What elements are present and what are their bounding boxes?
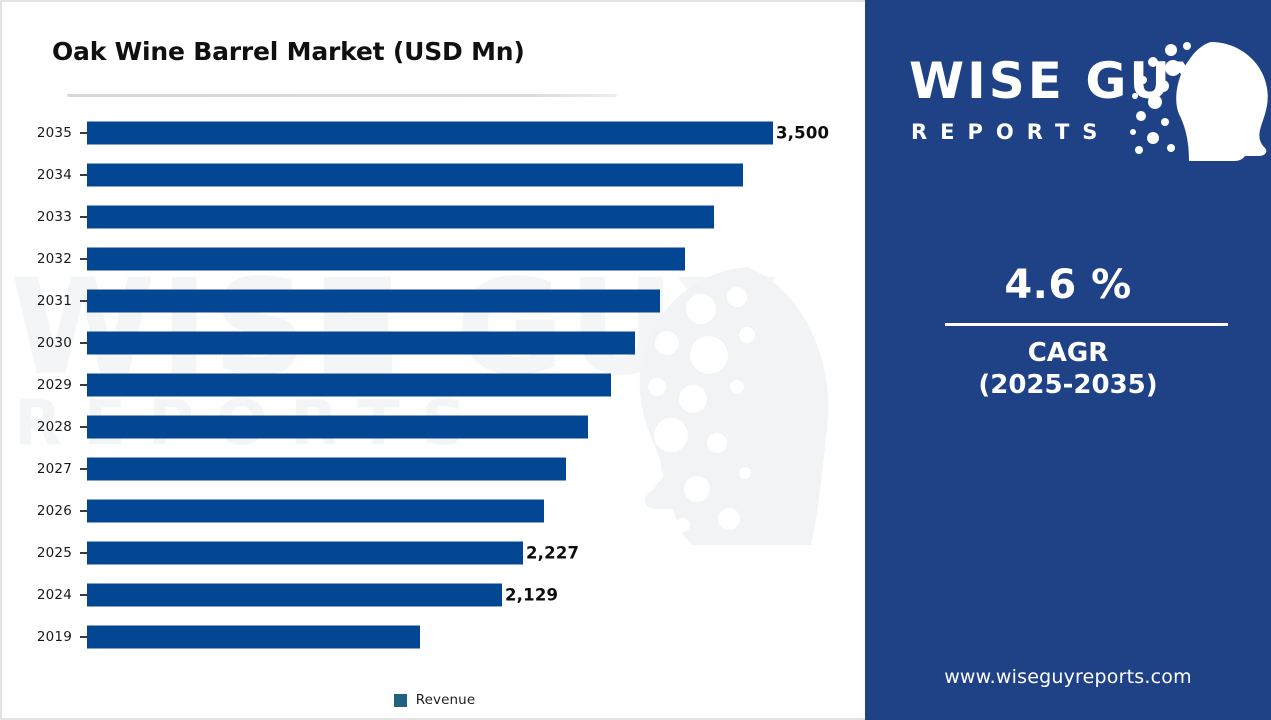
y-axis-tick-label: 2029: [36, 377, 72, 393]
bar-revenue: [87, 583, 502, 607]
bar-revenue: [87, 247, 685, 271]
bar-revenue: [87, 457, 566, 481]
bar-value-label: 3,500: [776, 123, 830, 143]
bar-revenue: [87, 205, 714, 229]
chart-row: 2034: [2, 154, 865, 196]
legend-label-revenue: Revenue: [415, 692, 476, 708]
y-axis-tick-label: 2024: [36, 587, 72, 603]
y-axis-tick-label: 2031: [36, 293, 72, 309]
y-axis-tick-label: 2035: [36, 125, 72, 141]
cagr-value: 4.6 %: [1004, 262, 1132, 308]
chart-row: 2031: [2, 280, 865, 322]
y-axis-tick-label: 2025: [36, 545, 72, 561]
y-axis-tick-mark: [80, 258, 87, 260]
y-axis-tick-label: 2030: [36, 335, 72, 351]
brand-logo: WISE GUY REPORTS: [865, 42, 1271, 161]
chart-row: 2027: [2, 448, 865, 490]
y-axis-tick-mark: [80, 384, 87, 386]
chart-row: 2019: [2, 616, 865, 658]
cagr-divider: [945, 323, 1228, 326]
y-axis-tick-mark: [80, 216, 87, 218]
y-axis-tick-mark: [80, 300, 87, 302]
chart-row: 2030: [2, 322, 865, 364]
bar-revenue: [87, 541, 523, 565]
y-axis-tick-mark: [80, 174, 87, 176]
chart-panel: WISE GUY REPORTS Oak Wine Barrel Market …: [0, 0, 865, 720]
y-axis-tick-label: 2028: [36, 419, 72, 435]
side-panel: WISE GUY REPORTS 4.6 % CAGR (2025-2: [865, 0, 1271, 720]
cagr-caption: CAGR (2025-2035): [865, 338, 1271, 401]
y-axis-tick-label: 2034: [36, 167, 72, 183]
chart-legend: Revenue: [2, 692, 865, 708]
chart-row: 2033: [2, 196, 865, 238]
y-axis-tick-mark: [80, 552, 87, 554]
chart-row: 2029: [2, 364, 865, 406]
bar-revenue: [87, 163, 743, 187]
chart-row: 2026: [2, 490, 865, 532]
bar-value-label: 2,129: [505, 585, 559, 605]
chart-row: 2025 2,227: [2, 532, 865, 574]
y-axis-tick-label: 2033: [36, 209, 72, 225]
page-title: Oak Wine Barrel Market (USD Mn): [52, 37, 525, 66]
cagr-caption-line1: CAGR: [1027, 338, 1109, 368]
y-axis-tick-mark: [80, 510, 87, 512]
y-axis-tick-label: 2032: [36, 251, 72, 267]
y-axis-tick-label: 2019: [36, 629, 72, 645]
bar-revenue: [87, 625, 420, 649]
logo-head-icon: [1130, 42, 1268, 161]
chart-row: 2028: [2, 406, 865, 448]
y-axis-tick-label: 2027: [36, 461, 72, 477]
y-axis-tick-mark: [80, 132, 87, 134]
logo-secondary-text: REPORTS: [911, 120, 1111, 144]
bar-revenue: [87, 499, 544, 523]
bar-revenue: [87, 121, 773, 145]
legend-swatch-revenue: [393, 693, 407, 707]
bar-revenue: [87, 289, 660, 313]
y-axis-tick-mark: [80, 636, 87, 638]
cagr-caption-line2: (2025-2035): [978, 369, 1158, 400]
plot-area: 2035 3,500 2034 2033 2032 2031 2030 2029 2028 202…: [2, 112, 865, 657]
y-axis-tick-mark: [80, 426, 87, 428]
title-divider: [67, 94, 617, 97]
chart-row: 2032: [2, 238, 865, 280]
bar-revenue: [87, 373, 611, 397]
y-axis-tick-mark: [80, 342, 87, 344]
bar-revenue: [87, 331, 635, 355]
website-url: www.wiseguyreports.com: [944, 666, 1192, 688]
bar-value-label: 2,227: [526, 543, 580, 563]
y-axis-tick-mark: [80, 594, 87, 596]
y-axis-tick-mark: [80, 468, 87, 470]
bar-revenue: [87, 415, 588, 439]
chart-row: 2035 3,500: [2, 112, 865, 154]
chart-row: 2024 2,129: [2, 574, 865, 616]
y-axis-tick-label: 2026: [36, 503, 72, 519]
